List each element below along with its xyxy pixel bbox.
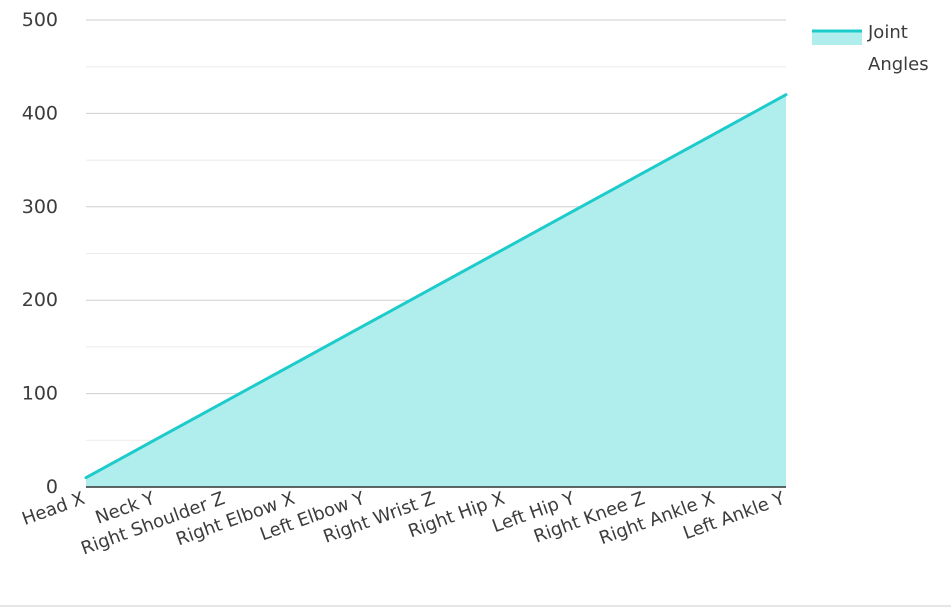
legend-label-line-1: Joint xyxy=(867,22,908,43)
legend-swatch xyxy=(812,31,862,45)
y-tick-label: 400 xyxy=(22,102,58,124)
series-area-joint-angles xyxy=(86,94,786,487)
gridlines xyxy=(86,19,786,441)
plot-area xyxy=(84,93,788,487)
y-tick-label: 0 xyxy=(46,476,58,498)
y-tick-label: 500 xyxy=(22,9,58,31)
y-tick-label: 300 xyxy=(22,196,58,218)
legend-label-line-2: Angles xyxy=(868,54,929,75)
y-axis-tick-labels: 0 100 200 300 400 500 xyxy=(22,9,58,498)
y-tick-label: 100 xyxy=(22,383,58,405)
series-line-joint-angles xyxy=(84,93,788,480)
y-tick-label: 200 xyxy=(22,289,58,311)
legend[interactable]: Joint Angles xyxy=(812,22,929,75)
bottom-divider xyxy=(0,605,951,607)
